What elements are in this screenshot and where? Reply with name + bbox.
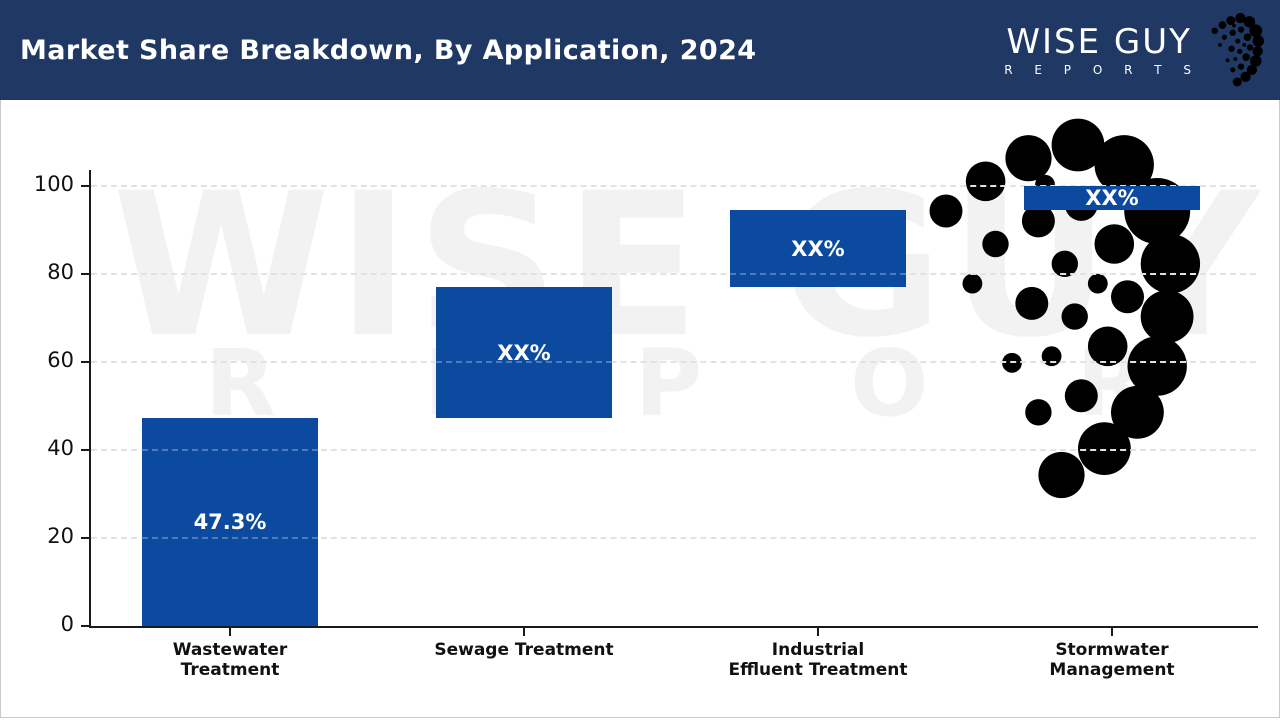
y-tick-label: 60	[47, 348, 74, 372]
logo-text: WISE GUY R E P O R T S	[998, 25, 1200, 76]
grid-line	[142, 449, 318, 451]
page-title: Market Share Breakdown, By Application, …	[20, 34, 757, 66]
grid-line	[91, 185, 1256, 187]
x-category-label: Wastewater Treatment	[172, 640, 288, 681]
x-axis-spine	[89, 626, 1258, 628]
grid-line	[91, 273, 1256, 275]
grid-line	[730, 273, 906, 275]
y-tick-mark	[81, 625, 90, 627]
y-tick-mark	[81, 361, 90, 363]
bar-label: XX%	[1085, 186, 1139, 211]
y-tick-mark	[81, 273, 90, 275]
logo-brand-text: WISE GUY	[1006, 21, 1192, 62]
y-tick-label: 100	[33, 172, 74, 196]
grid-line	[91, 537, 1256, 539]
bar: XX%	[1024, 186, 1200, 211]
header-bar: Market Share Breakdown, By Application, …	[0, 0, 1280, 100]
x-category-label: Sewage Treatment	[434, 640, 614, 660]
y-tick-label: 0	[60, 612, 74, 636]
logo: WISE GUY R E P O R T S	[998, 0, 1266, 100]
x-tick-mark	[1111, 627, 1113, 636]
y-tick-mark	[81, 537, 90, 539]
grid-line	[436, 361, 612, 363]
x-category-label: Industrial Effluent Treatment	[728, 640, 908, 681]
bar: XX%	[730, 210, 906, 288]
y-tick-label: 20	[47, 524, 74, 548]
bar-label: 47.3%	[193, 509, 267, 534]
x-category-label: Stormwater Management	[1049, 640, 1175, 681]
bar-label: XX%	[791, 236, 845, 261]
x-tick-mark	[229, 627, 231, 636]
x-tick-mark	[817, 627, 819, 636]
grid-line	[91, 361, 1256, 363]
y-tick-label: 40	[47, 436, 74, 460]
bar: XX%	[436, 287, 612, 418]
bar-label: XX%	[497, 340, 551, 365]
grid-line	[142, 537, 318, 539]
grid-line	[91, 449, 1256, 451]
logo-sub-text: R E P O R T S	[1004, 62, 1200, 77]
y-tick-mark	[81, 185, 90, 187]
x-tick-mark	[523, 627, 525, 636]
y-axis-spine	[89, 170, 91, 628]
y-tick-label: 80	[47, 260, 74, 284]
bar: 47.3%	[142, 417, 318, 626]
y-tick-mark	[81, 449, 90, 451]
